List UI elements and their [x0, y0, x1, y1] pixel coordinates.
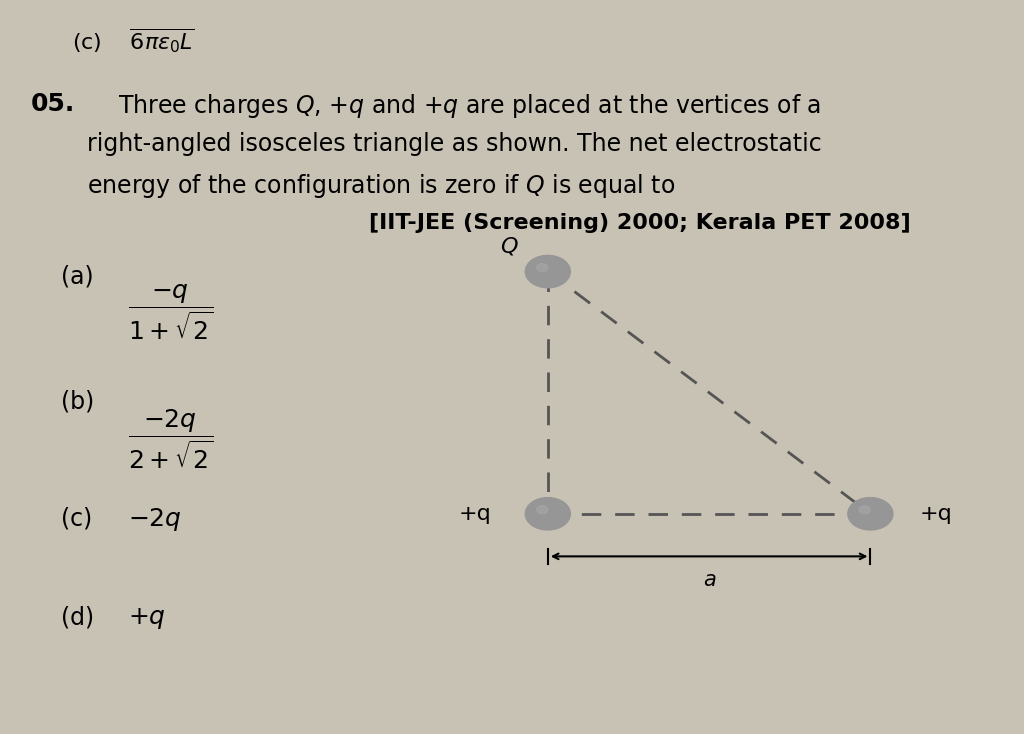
Text: 05.: 05.	[31, 92, 75, 116]
Circle shape	[525, 498, 570, 530]
Circle shape	[536, 263, 549, 272]
Text: right-angled isosceles triangle as shown. The net electrostatic: right-angled isosceles triangle as shown…	[87, 132, 822, 156]
Circle shape	[534, 261, 553, 275]
Circle shape	[849, 498, 892, 529]
Text: (c)    $\overline{6\pi \epsilon_0 L}$: (c) $\overline{6\pi \epsilon_0 L}$	[72, 26, 195, 54]
Circle shape	[859, 506, 870, 514]
Circle shape	[535, 262, 551, 274]
Text: Three charges $Q$, $+q$ and $+q$ are placed at the vertices of a: Three charges $Q$, $+q$ and $+q$ are pla…	[118, 92, 821, 120]
Circle shape	[528, 258, 563, 283]
Circle shape	[855, 503, 879, 520]
Text: (b): (b)	[61, 389, 94, 413]
Circle shape	[528, 258, 565, 284]
Circle shape	[848, 498, 893, 530]
Circle shape	[857, 504, 873, 516]
Circle shape	[534, 261, 552, 275]
Circle shape	[532, 503, 556, 520]
Circle shape	[858, 505, 871, 515]
Circle shape	[856, 504, 877, 518]
Text: [IIT-JEE (Screening) 2000; Kerala PET 2008]: [IIT-JEE (Screening) 2000; Kerala PET 20…	[369, 213, 910, 233]
Circle shape	[526, 256, 569, 287]
Circle shape	[532, 261, 556, 277]
Circle shape	[532, 261, 555, 277]
Circle shape	[535, 262, 550, 273]
Circle shape	[535, 504, 550, 515]
Circle shape	[526, 498, 568, 528]
Circle shape	[534, 504, 553, 518]
Circle shape	[528, 500, 565, 526]
Circle shape	[526, 256, 568, 286]
Circle shape	[525, 255, 570, 288]
Circle shape	[531, 260, 558, 279]
Circle shape	[527, 499, 566, 527]
Circle shape	[527, 499, 567, 528]
Circle shape	[529, 258, 561, 281]
Circle shape	[856, 504, 874, 517]
Circle shape	[855, 503, 878, 519]
Circle shape	[534, 504, 552, 517]
Text: $-2q$: $-2q$	[128, 506, 182, 534]
Circle shape	[849, 498, 891, 528]
Circle shape	[529, 501, 561, 523]
Circle shape	[857, 504, 872, 515]
Circle shape	[854, 502, 881, 521]
Circle shape	[537, 506, 548, 514]
Circle shape	[852, 501, 884, 523]
Text: $\dfrac{-q}{1+\sqrt{2}}$: $\dfrac{-q}{1+\sqrt{2}}$	[128, 283, 213, 342]
Text: $+q$: $+q$	[128, 606, 166, 631]
Circle shape	[529, 258, 562, 282]
Circle shape	[527, 257, 567, 286]
Circle shape	[531, 502, 558, 521]
Text: (c): (c)	[61, 506, 93, 531]
Text: +q: +q	[459, 504, 492, 524]
Circle shape	[850, 499, 890, 528]
Circle shape	[850, 499, 889, 527]
Circle shape	[535, 504, 551, 516]
Circle shape	[537, 264, 548, 272]
Circle shape	[530, 259, 559, 280]
Circle shape	[527, 257, 566, 285]
Circle shape	[853, 501, 883, 523]
Text: Q: Q	[500, 237, 517, 257]
Circle shape	[528, 500, 563, 525]
Text: (a): (a)	[61, 264, 94, 288]
Circle shape	[851, 500, 886, 525]
Circle shape	[530, 501, 559, 522]
Text: energy of the configuration is zero if $Q$ is equal to: energy of the configuration is zero if $…	[87, 172, 676, 200]
Text: +q: +q	[920, 504, 952, 524]
Circle shape	[530, 259, 560, 280]
Circle shape	[531, 502, 557, 520]
Circle shape	[853, 501, 882, 522]
Circle shape	[531, 260, 557, 278]
Circle shape	[530, 501, 560, 523]
Circle shape	[851, 500, 887, 526]
Text: a: a	[702, 570, 716, 589]
Text: (d): (d)	[61, 606, 94, 630]
Circle shape	[526, 498, 569, 529]
Circle shape	[529, 501, 562, 524]
Circle shape	[536, 505, 549, 515]
Circle shape	[852, 501, 885, 524]
Text: $\dfrac{-2q}{2+\sqrt{2}}$: $\dfrac{-2q}{2+\sqrt{2}}$	[128, 407, 213, 470]
Circle shape	[532, 503, 555, 519]
Circle shape	[854, 502, 880, 520]
